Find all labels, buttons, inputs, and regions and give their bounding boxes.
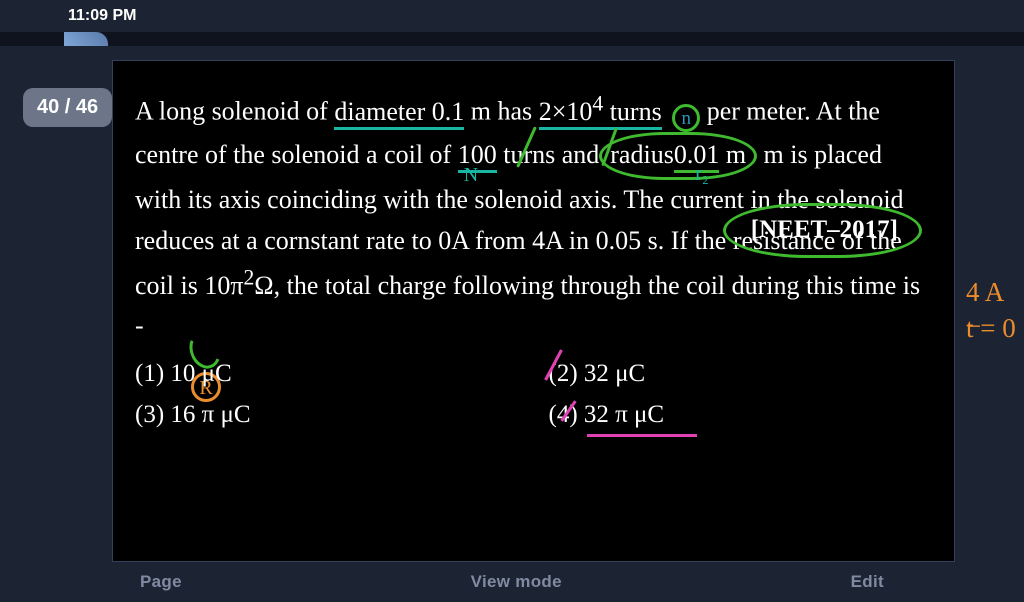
status-bar: 11:09 PM [0,0,1024,32]
annotation-r2: r₂ [695,164,709,184]
toolbar-page-button[interactable]: Page [140,572,182,592]
question-panel: A long solenoid of diameter 0.1 m has 2×… [112,60,955,562]
page-total: 46 [76,96,98,118]
toolbar-edit-button[interactable]: Edit [851,572,884,592]
option-4-underline [587,434,697,437]
q-turns-tail: turns [603,97,662,126]
annotation-side-t: t = 0 [966,312,1016,346]
annotation-N: N [464,165,478,185]
question-text: A long solenoid of diameter 0.1 m has 2×… [135,87,932,346]
option-2[interactable]: (2) 32 μC [549,354,933,395]
q-turns: 2×104 turns [539,97,662,130]
q-seg-a: A long solenoid of [135,97,334,126]
q-turns-word: turns and [503,135,599,175]
annotation-circled-n: n [672,104,700,132]
q-turns-exp: 4 [592,91,603,115]
page-current: 40 [37,96,59,118]
page-counter[interactable]: 40 / 46 [23,88,112,127]
q-turns-base: 2×10 [539,97,593,126]
toolbar-viewmode-button[interactable]: View mode [471,572,562,592]
neet-oval [723,203,922,258]
q-seg-b: m has [464,97,538,126]
option-2-text: (2) 32 μC [549,360,646,387]
q-radius-word: radius [610,140,674,169]
options-grid: (1) 10 μC (2) 32 μC (3) 16 π μC (4) 32 π… [135,354,932,435]
option-3[interactable]: (3) 16 π μC [135,395,519,436]
option-1[interactable]: (1) 10 μC [135,354,519,395]
q-diameter: diameter 0.1 [334,97,464,130]
q-seg-e-sup: 2 [243,265,254,289]
bottom-toolbar: Page View mode Edit [0,566,1024,598]
annotation-oval-radius: radius 0.01 m [599,132,757,180]
clock-time: 11:09 PM [68,7,136,25]
divider-strip [0,32,1024,46]
neet-tag: [NEET–2017] [737,209,912,252]
option-4[interactable]: (4) 32 π μC [549,395,933,436]
